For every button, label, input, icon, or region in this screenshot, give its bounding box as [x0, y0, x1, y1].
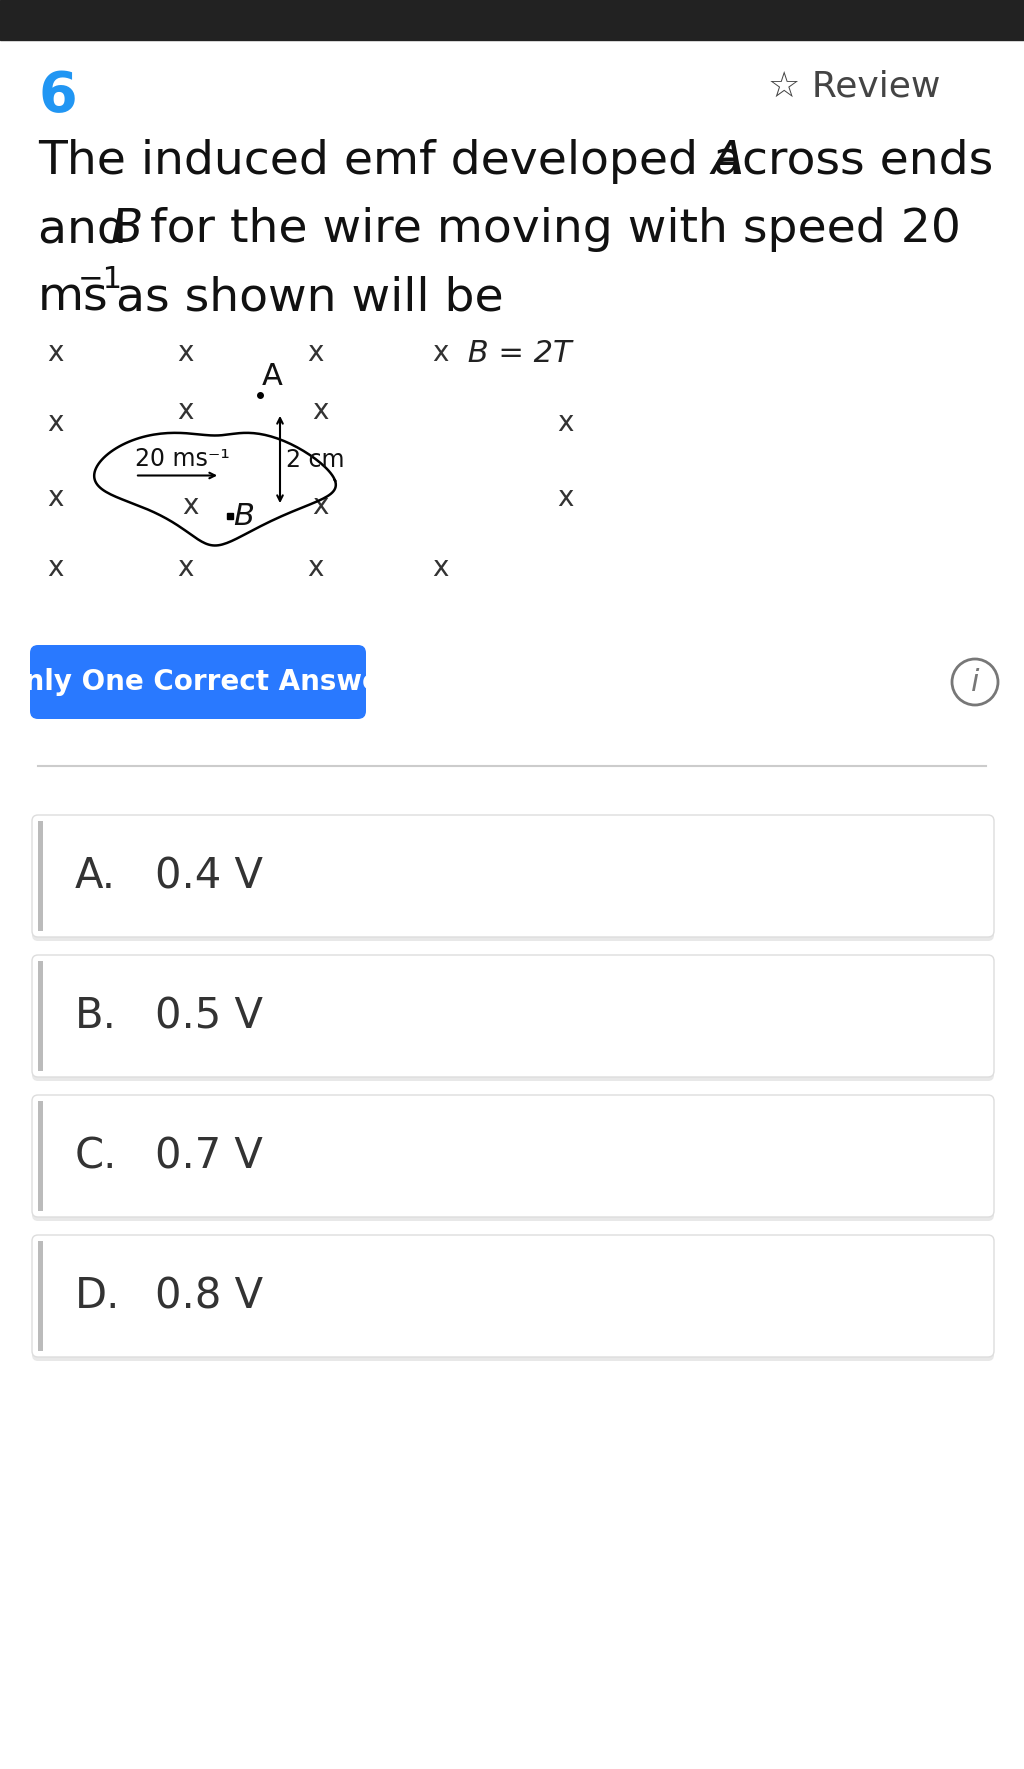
- Text: The induced emf developed across ends: The induced emf developed across ends: [38, 140, 1009, 184]
- Text: B.: B.: [75, 994, 117, 1037]
- FancyBboxPatch shape: [32, 816, 994, 938]
- Text: x: x: [312, 396, 328, 425]
- FancyBboxPatch shape: [32, 955, 994, 1077]
- Text: 0.5 V: 0.5 V: [155, 994, 263, 1037]
- Text: x: x: [47, 409, 63, 437]
- Text: x: x: [557, 409, 573, 437]
- Text: A: A: [262, 363, 283, 391]
- Text: 2 cm: 2 cm: [286, 448, 344, 472]
- Text: x: x: [177, 340, 194, 366]
- Text: D.: D.: [75, 1275, 121, 1316]
- Text: x: x: [177, 396, 194, 425]
- Text: x: x: [432, 554, 449, 582]
- Text: B = 2T: B = 2T: [458, 338, 571, 368]
- Text: B: B: [111, 207, 143, 251]
- Text: for the wire moving with speed 20: for the wire moving with speed 20: [135, 207, 961, 251]
- Text: A: A: [712, 140, 743, 184]
- Text: x: x: [182, 492, 199, 520]
- Text: x: x: [47, 340, 63, 366]
- Text: C.: C.: [75, 1136, 118, 1176]
- Text: 0.8 V: 0.8 V: [155, 1275, 263, 1316]
- Text: x: x: [557, 485, 573, 511]
- Text: ☆ Review: ☆ Review: [768, 69, 940, 103]
- Bar: [38, 1100, 43, 1212]
- Text: 0.7 V: 0.7 V: [155, 1136, 263, 1176]
- Text: 20 ms⁻¹: 20 ms⁻¹: [135, 446, 229, 471]
- Text: 0.4 V: 0.4 V: [155, 854, 263, 897]
- Bar: [38, 1242, 43, 1352]
- Text: x: x: [47, 554, 63, 582]
- FancyBboxPatch shape: [32, 1235, 994, 1360]
- Bar: [38, 821, 43, 930]
- FancyBboxPatch shape: [32, 1095, 994, 1217]
- FancyBboxPatch shape: [32, 816, 994, 941]
- Text: Only One Correct Answer: Only One Correct Answer: [1, 669, 395, 695]
- Text: ms: ms: [38, 274, 109, 320]
- Text: x: x: [177, 554, 194, 582]
- FancyBboxPatch shape: [30, 646, 366, 718]
- Text: x: x: [432, 340, 449, 366]
- Text: x: x: [307, 340, 324, 366]
- Text: x: x: [47, 485, 63, 511]
- Text: i: i: [971, 667, 979, 697]
- Text: x: x: [312, 492, 328, 520]
- Text: 6: 6: [38, 69, 77, 124]
- Text: A.: A.: [75, 854, 116, 897]
- FancyBboxPatch shape: [32, 1235, 994, 1357]
- Text: B: B: [233, 501, 254, 531]
- Bar: [0, 0, 1024, 41]
- FancyBboxPatch shape: [32, 955, 994, 1081]
- Bar: [38, 961, 43, 1070]
- FancyBboxPatch shape: [32, 1095, 994, 1221]
- Text: −1: −1: [78, 265, 123, 294]
- Text: and: and: [38, 207, 142, 251]
- Text: x: x: [307, 554, 324, 582]
- Text: as shown will be: as shown will be: [101, 274, 504, 320]
